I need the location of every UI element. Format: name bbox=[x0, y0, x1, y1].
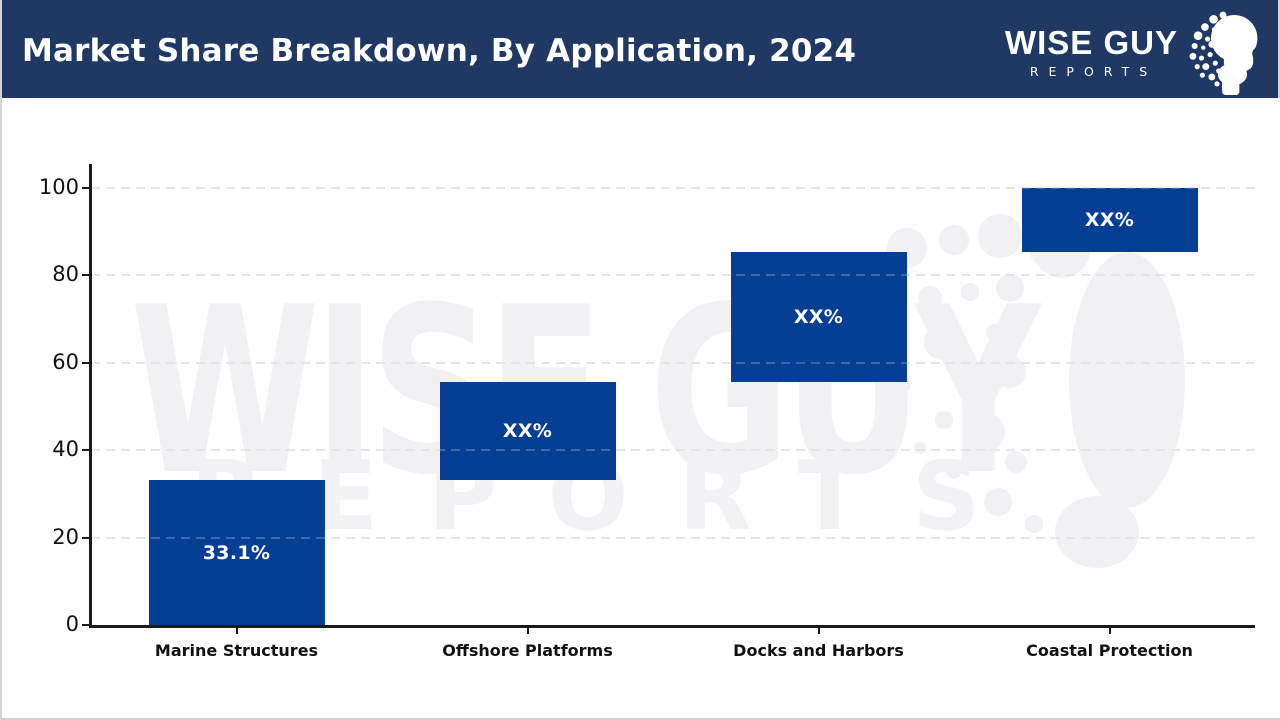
wiseguy-face-icon bbox=[1189, 11, 1260, 95]
y-tick-mark-0 bbox=[82, 624, 90, 627]
gridline-over-80 bbox=[91, 274, 1255, 276]
y-tick-label-100: 100 bbox=[38, 174, 79, 199]
gridlines-over bbox=[2, 98, 1280, 718]
x-axis-line bbox=[89, 625, 1255, 628]
y-axis-line bbox=[89, 163, 92, 627]
category-label-0: Marine Structures bbox=[154, 641, 319, 660]
bar-value-label: 33.1% bbox=[202, 541, 271, 564]
chart-header: Market Share Breakdown, By Application, … bbox=[2, 0, 1278, 98]
y-tick-mark-20 bbox=[82, 536, 90, 539]
bar-value-label: XX% bbox=[502, 419, 553, 442]
gridline-80 bbox=[91, 274, 1255, 276]
bar-value-label: XX% bbox=[793, 306, 844, 328]
x-tick-mark-2 bbox=[817, 626, 820, 634]
y-tick-label-40: 40 bbox=[52, 437, 79, 461]
axis-labels-layer: 0 20 40 60 80 100 Marine Structures Offshore Pl… bbox=[2, 98, 1280, 718]
category-label-2: Docks and Harbors bbox=[733, 641, 904, 660]
y-tick-label-0: 0 bbox=[65, 612, 79, 636]
bar-offshore-platforms: XX% bbox=[439, 381, 616, 481]
gridline-60 bbox=[91, 361, 1255, 364]
x-tick-mark-0 bbox=[235, 626, 238, 634]
gridline-over-100 bbox=[91, 186, 1255, 189]
gridline-100 bbox=[91, 186, 1255, 189]
axes-layer bbox=[2, 98, 1280, 718]
wiseguy-logo: WISE GUY REPORTS bbox=[1005, 6, 1260, 95]
bar-marine-structures: 33.1% bbox=[148, 480, 325, 625]
gridline-40 bbox=[91, 449, 1255, 451]
y-tick-mark-100 bbox=[82, 186, 90, 189]
x-tick-mark-3 bbox=[1108, 626, 1111, 634]
category-label-3: Coastal Protection bbox=[1026, 641, 1193, 660]
gridline-over-60 bbox=[91, 361, 1255, 364]
gridline-over-40 bbox=[91, 449, 1255, 451]
y-tick-mark-60 bbox=[82, 361, 90, 364]
wiseguy-logo-subtitle: REPORTS bbox=[1029, 64, 1158, 79]
bars-layer: 33.1% XX% XX% XX% bbox=[2, 98, 1280, 718]
wiseguy-logo-wordmark: WISE GUY bbox=[1004, 24, 1178, 61]
y-tick-mark-80 bbox=[82, 274, 90, 277]
y-tick-label-20: 20 bbox=[52, 524, 79, 549]
x-tick-mark-1 bbox=[526, 626, 529, 634]
y-tick-label-60: 60 bbox=[52, 349, 79, 374]
bar-coastal-protection: XX% bbox=[1021, 187, 1198, 253]
wiseguy-logo-text: WISE GUY REPORTS bbox=[1005, 24, 1178, 79]
y-tick-mark-40 bbox=[82, 449, 90, 452]
chart-title: Market Share Breakdown, By Application, … bbox=[22, 33, 857, 69]
gridline-20 bbox=[91, 536, 1255, 539]
chart-area: WISE GUY REPORTS 33.1% XX% XX% XX% 0 20 40 60 8… bbox=[2, 98, 1280, 718]
watermark-face-dots bbox=[887, 214, 1185, 568]
gridline-over-20 bbox=[91, 536, 1255, 539]
bar-value-label: XX% bbox=[1084, 208, 1135, 231]
bar-docks-and-harbors: XX% bbox=[730, 252, 907, 382]
y-tick-label-80: 80 bbox=[52, 262, 79, 286]
category-label-1: Offshore Platforms bbox=[442, 641, 613, 660]
gridlines-under bbox=[2, 98, 1280, 718]
